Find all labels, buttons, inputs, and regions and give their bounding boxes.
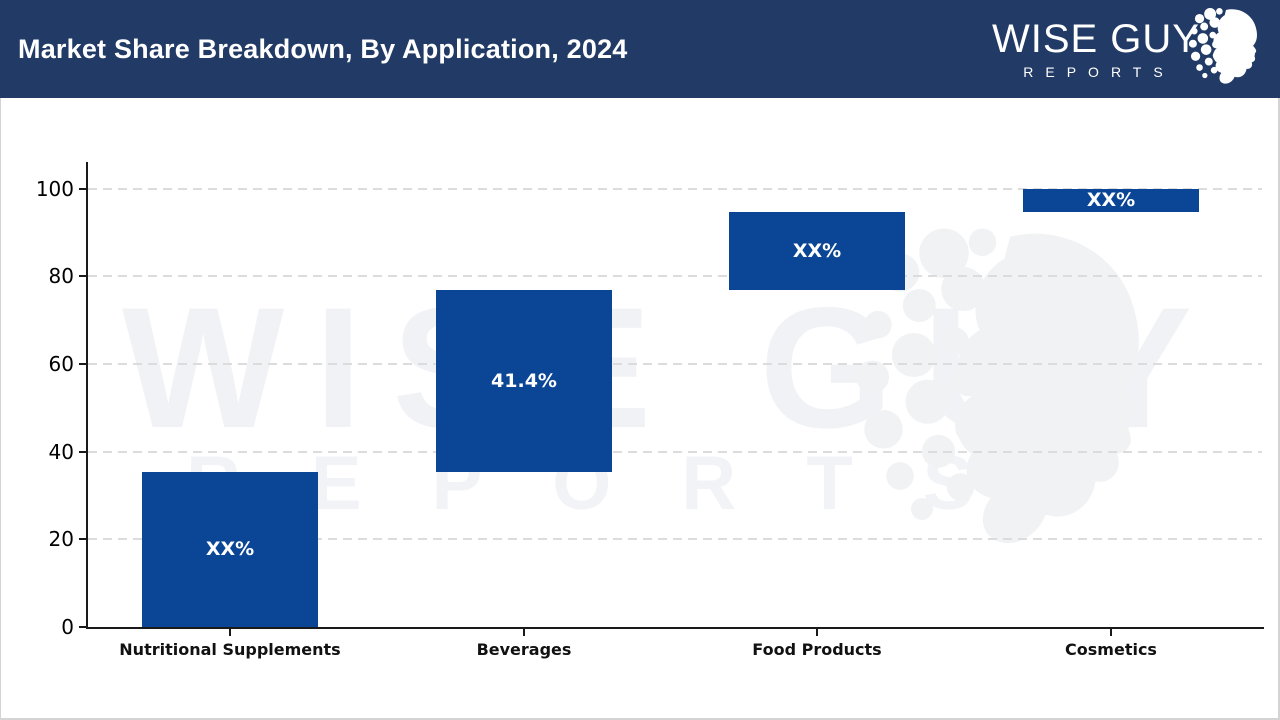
x-category-label: Beverages: [476, 640, 572, 659]
y-tick-label: 100: [35, 176, 74, 201]
chart-area: WISE GUY REPORTS 0 20 40 60 80 100 XX% 41.4% XX%…: [0, 98, 1280, 720]
x-axis-line: [86, 627, 1264, 629]
x-category-label: Cosmetics: [1065, 640, 1157, 659]
x-category-label: Nutritional Supplements: [119, 640, 341, 659]
wise-guy-reports-logo: WISE GUY REPORTS: [992, 6, 1266, 92]
page-border-left: [0, 98, 1, 720]
logo-text: WISE GUY REPORTS: [992, 19, 1200, 80]
y-tick-mark: [79, 187, 86, 190]
y-tick-label: 80: [48, 264, 74, 289]
x-tick-mark: [816, 629, 818, 636]
y-tick-mark: [79, 363, 86, 366]
page-border-right: [1278, 98, 1280, 720]
gridline-60: [88, 363, 1262, 366]
x-tick-mark: [1110, 629, 1112, 636]
x-tick-mark: [229, 629, 231, 636]
page-border-bottom: [0, 718, 1280, 720]
gridline-100: [88, 187, 1262, 190]
gridline-40: [88, 450, 1262, 453]
logo-wordmark: WISE GUY: [991, 16, 1200, 61]
x-category-label: Food Products: [752, 640, 882, 659]
y-tick-mark: [79, 450, 86, 453]
y-tick-mark: [79, 538, 86, 541]
bar-beverages: 41.4%: [436, 290, 612, 472]
bar-value-label: XX%: [1086, 189, 1136, 212]
y-tick-label: 60: [48, 352, 74, 377]
x-tick-mark: [523, 629, 525, 636]
bar-value-label: XX%: [792, 240, 842, 263]
gridline-80: [88, 275, 1262, 278]
y-tick-label: 20: [48, 527, 74, 552]
y-tick-label: 40: [48, 439, 74, 464]
page-title: Market Share Breakdown, By Application, …: [18, 33, 628, 64]
y-tick-mark: [79, 626, 86, 628]
header-bar: Market Share Breakdown, By Application, …: [0, 0, 1280, 98]
bar-cosmetics: XX%: [1023, 188, 1199, 212]
logo-subtitle: REPORTS: [1023, 63, 1175, 80]
y-axis-line: [86, 162, 88, 629]
bar-nutritional-supplements: XX%: [142, 471, 318, 627]
bar-value-label: XX%: [205, 538, 255, 561]
bar-value-label: 41.4%: [491, 370, 557, 393]
y-tick-mark: [79, 275, 86, 278]
y-tick-label: 0: [61, 615, 74, 639]
bar-food-products: XX%: [729, 211, 905, 291]
gridline-20: [88, 538, 1262, 541]
head-silhouette-icon: [1186, 6, 1266, 92]
